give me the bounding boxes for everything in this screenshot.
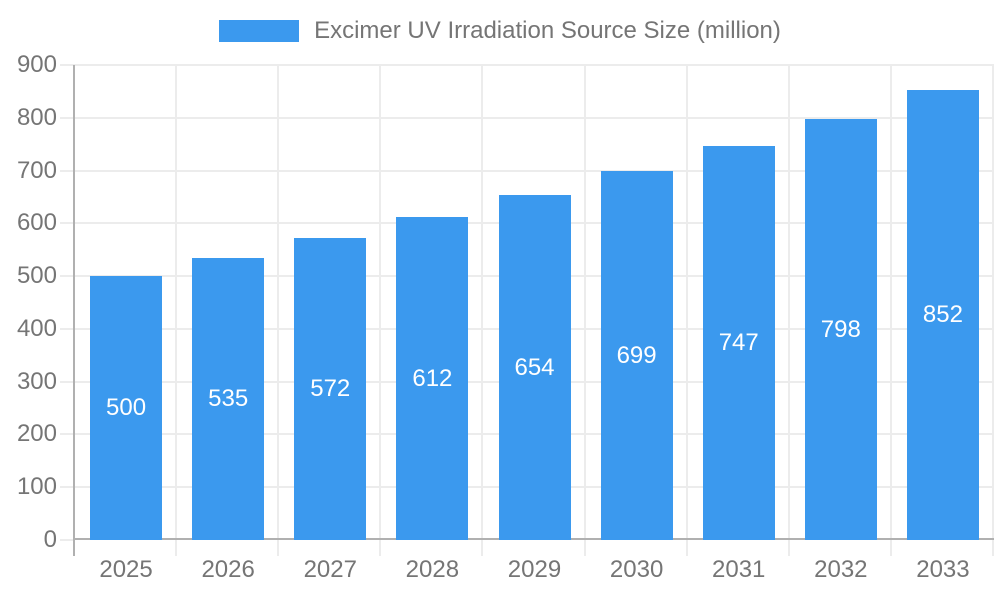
plot-area: 0 100 200 300 400 500 600 700 800 900 500 2025 535 20… — [17, 51, 994, 583]
x-axis-label-2026: 2026 — [201, 556, 255, 583]
gridline-x-boundary-8 — [889, 65, 892, 556]
gridline-x-boundary-7 — [787, 65, 790, 556]
bar-value-label-2030: 699 — [616, 341, 657, 369]
gridline-x-boundary-1 — [175, 65, 178, 556]
bar-value-label-2026: 535 — [208, 385, 249, 412]
y-axis-label-400: 400 — [16, 314, 57, 342]
x-axis-label-2031: 2031 — [712, 556, 766, 583]
legend-swatch[interactable] — [219, 20, 300, 42]
x-axis-label-2033: 2033 — [916, 556, 970, 583]
bar-value-label-2033: 852 — [922, 301, 963, 328]
y-axis-label-500: 500 — [16, 262, 57, 290]
gridline-y-700 — [60, 169, 994, 172]
gridline-x-boundary-2 — [277, 65, 280, 556]
bar-value-label-2032: 798 — [820, 315, 861, 343]
gridline-x-boundary-6 — [685, 65, 688, 556]
y-axis-label-800: 800 — [16, 103, 57, 131]
bar-2033[interactable]: 852 — [906, 90, 979, 540]
y-axis-label-900: 900 — [16, 51, 57, 78]
y-axis-label-700: 700 — [16, 156, 57, 184]
y-axis-label-0: 0 — [43, 526, 57, 553]
y-axis-label-200: 200 — [16, 420, 57, 448]
x-axis-label-2030: 2030 — [609, 556, 664, 583]
bar-2028[interactable]: 612 — [396, 217, 469, 540]
gridline-y-800 — [60, 116, 994, 119]
x-axis-label-2029: 2029 — [507, 556, 562, 583]
gridline-y-900 — [60, 64, 994, 66]
y-axis-label-600: 600 — [16, 209, 57, 237]
bar-value-label-2029: 654 — [514, 353, 555, 381]
gridline-x-boundary-4 — [481, 65, 484, 556]
x-axis-label-2025: 2025 — [99, 556, 153, 583]
x-axis-label-2028: 2028 — [405, 556, 460, 583]
y-axis-line — [73, 65, 75, 556]
bar-2026[interactable]: 535 — [192, 258, 265, 540]
gridline-x-boundary-9 — [992, 65, 994, 556]
bar-value-label-2025: 500 — [106, 394, 147, 421]
tick-y-0 — [60, 539, 75, 541]
y-axis-label-100: 100 — [16, 473, 57, 501]
x-axis-label-2027: 2027 — [303, 556, 357, 583]
legend-label[interactable]: Excimer UV Irradiation Source Size (mill… — [314, 17, 781, 44]
bar-2025[interactable]: 500 — [90, 276, 163, 540]
gridline-x-boundary-5 — [583, 65, 586, 556]
bar-value-label-2027: 572 — [310, 375, 351, 402]
bar-2031[interactable]: 747 — [702, 146, 775, 540]
bar-2030[interactable]: 699 — [600, 171, 673, 540]
bar-2032[interactable]: 798 — [804, 119, 877, 540]
bar-value-label-2028: 612 — [412, 364, 453, 392]
legend: Excimer UV Irradiation Source Size (mill… — [0, 17, 1000, 45]
bar-2027[interactable]: 572 — [294, 238, 367, 540]
bar-2029[interactable]: 654 — [498, 195, 571, 540]
bar-value-label-2031: 747 — [718, 329, 759, 356]
x-axis-label-2032: 2032 — [814, 556, 868, 583]
gridline-x-boundary-3 — [379, 65, 382, 556]
y-axis-label-300: 300 — [16, 367, 57, 395]
